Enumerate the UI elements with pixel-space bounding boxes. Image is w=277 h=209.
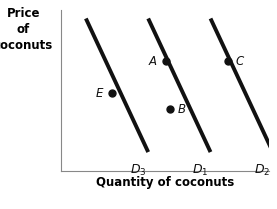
Text: $D_{3}$: $D_{3}$ (130, 163, 146, 178)
Text: $D_{2}$: $D_{2}$ (254, 163, 271, 178)
Text: $E$: $E$ (94, 87, 104, 100)
Text: $C$: $C$ (235, 55, 245, 68)
X-axis label: Quantity of coconuts: Quantity of coconuts (96, 176, 234, 189)
Text: $B$: $B$ (177, 103, 186, 116)
Text: $D_{1}$: $D_{1}$ (192, 163, 208, 178)
Text: Price
of
coconuts: Price of coconuts (0, 7, 53, 52)
Text: $A$: $A$ (148, 55, 158, 68)
